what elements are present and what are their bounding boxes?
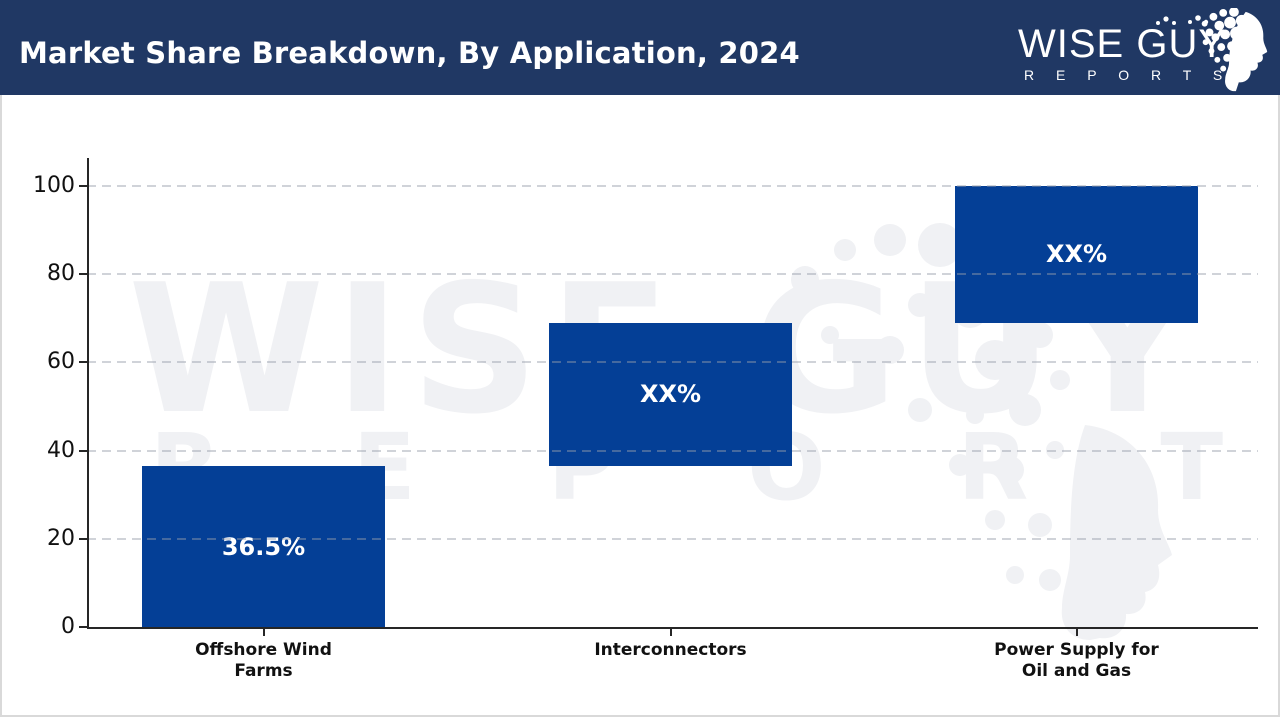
x-category-label: Power Supply for Oil and Gas — [994, 640, 1159, 681]
gridline — [87, 273, 1258, 276]
logo-text: WISE GUY R E P O R T S — [1018, 22, 1232, 84]
bar-segment: XX% — [549, 322, 792, 467]
border-left — [0, 95, 2, 717]
x-tick-mark — [669, 629, 672, 636]
gridline — [87, 449, 1258, 452]
bar-value-label: XX% — [1045, 240, 1108, 269]
y-tick-label: 80 — [47, 261, 75, 287]
y-tick-mark — [79, 537, 87, 540]
x-category-label: Interconnectors — [594, 640, 747, 660]
border-bottom — [0, 715, 1280, 717]
logo-face-icon — [1201, 8, 1268, 92]
x-tick-mark — [1075, 629, 1078, 636]
gridline — [87, 361, 1258, 364]
bar-value-label: XX% — [639, 380, 702, 409]
x-tick-mark — [262, 629, 265, 636]
y-tick-label: 60 — [47, 349, 75, 375]
x-category-label: Offshore Wind Farms — [195, 640, 332, 681]
wise-guy-reports-logo: WISE GUY R E P O R T S — [1018, 6, 1268, 92]
y-tick-label: 40 — [47, 437, 75, 463]
logo-wordmark: WISE GUY — [1018, 22, 1227, 66]
gridline — [87, 185, 1258, 187]
x-axis-line — [87, 627, 1258, 629]
y-tick-mark — [79, 626, 87, 628]
y-tick-mark — [79, 273, 87, 276]
bar-segment: XX% — [955, 186, 1198, 323]
y-tick-mark — [79, 185, 87, 187]
y-tick-mark — [79, 361, 87, 364]
header-band: Market Share Breakdown, By Application, … — [0, 0, 1280, 95]
border-right — [1278, 95, 1280, 717]
y-tick-label: 0 — [61, 614, 75, 639]
y-tick-mark — [79, 449, 87, 452]
y-tick-label: 20 — [47, 525, 75, 551]
y-tick-label: 100 — [33, 173, 75, 198]
bar-segment: 36.5% — [142, 466, 385, 627]
bar-value-label: 36.5% — [221, 532, 306, 561]
page-title: Market Share Breakdown, By Application, … — [19, 36, 800, 70]
y-axis-line — [87, 158, 89, 629]
gridline — [87, 537, 1258, 540]
logo-subtitle: R E P O R T S — [1024, 67, 1232, 83]
